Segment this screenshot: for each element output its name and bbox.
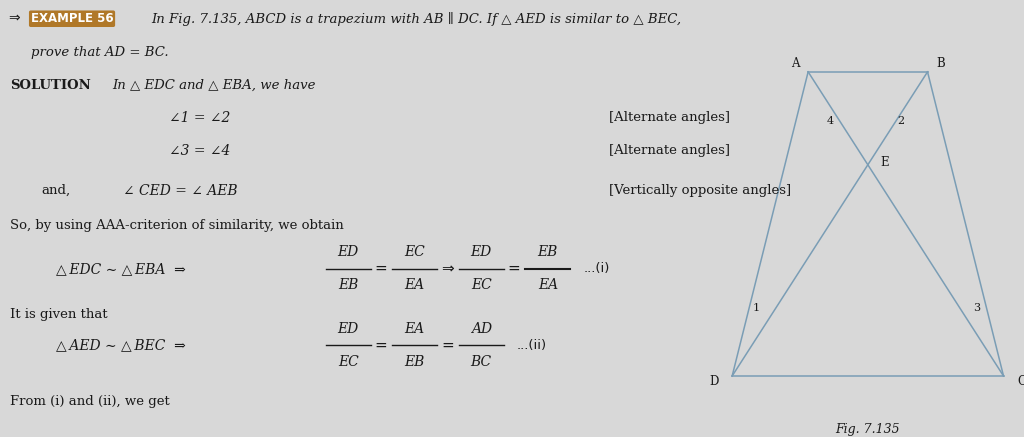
Text: EA: EA: [538, 278, 558, 292]
Text: prove that AD = BC.: prove that AD = BC.: [31, 46, 168, 59]
Text: 1: 1: [753, 302, 760, 312]
Text: ∠ CED = ∠ AEB: ∠ CED = ∠ AEB: [123, 184, 238, 198]
Text: A: A: [791, 58, 799, 70]
Text: 2: 2: [897, 116, 904, 126]
Text: [Alternate angles]: [Alternate angles]: [609, 111, 730, 125]
Text: So, by using AAA-criterion of similarity, we obtain: So, by using AAA-criterion of similarity…: [10, 218, 344, 232]
Text: EC: EC: [338, 355, 358, 369]
Text: ∠3 = ∠4: ∠3 = ∠4: [169, 144, 230, 158]
Text: △ AED ∼ △ BEC  ⇒: △ AED ∼ △ BEC ⇒: [56, 338, 186, 352]
Text: ED: ED: [471, 245, 492, 259]
Text: C: C: [1018, 375, 1024, 388]
Text: EXAMPLE 56: EXAMPLE 56: [31, 12, 114, 25]
Text: In △ EDC and △ EBA, we have: In △ EDC and △ EBA, we have: [113, 79, 316, 92]
Text: =: =: [441, 338, 454, 353]
Text: ED: ED: [338, 245, 358, 259]
Text: and,: and,: [41, 184, 70, 197]
Text: ⇒: ⇒: [8, 11, 19, 25]
Text: It is given that: It is given that: [10, 308, 108, 321]
Text: EA: EA: [404, 322, 425, 336]
Text: Fig. 7.135: Fig. 7.135: [836, 423, 900, 436]
Text: [Vertically opposite angles]: [Vertically opposite angles]: [609, 184, 792, 197]
Text: BC: BC: [471, 355, 492, 369]
Text: 4: 4: [826, 116, 834, 126]
Text: ⇒: ⇒: [441, 261, 454, 276]
Text: SOLUTION: SOLUTION: [10, 79, 91, 92]
Text: EC: EC: [404, 245, 425, 259]
Text: ...(ii): ...(ii): [517, 339, 547, 352]
Text: △ EDC ∼ △ EBA  ⇒: △ EDC ∼ △ EBA ⇒: [56, 262, 186, 276]
Text: 3: 3: [973, 302, 980, 312]
Text: ∠1 = ∠2: ∠1 = ∠2: [169, 111, 230, 125]
Text: =: =: [375, 261, 387, 276]
Text: In Fig. 7.135, ABCD is a trapezium with AB ∥ DC. If △ AED is similar to △ BEC,: In Fig. 7.135, ABCD is a trapezium with …: [152, 12, 682, 26]
Text: EB: EB: [538, 245, 558, 259]
Text: EC: EC: [471, 278, 492, 292]
Text: From (i) and (ii), we get: From (i) and (ii), we get: [10, 395, 170, 409]
Text: ED: ED: [338, 322, 358, 336]
Text: EA: EA: [404, 278, 425, 292]
Text: E: E: [880, 156, 889, 169]
Text: EB: EB: [338, 278, 358, 292]
Text: AD: AD: [471, 322, 492, 336]
Text: D: D: [709, 375, 719, 388]
Text: EB: EB: [404, 355, 425, 369]
Text: ...(i): ...(i): [584, 262, 610, 275]
Text: =: =: [375, 338, 387, 353]
Text: B: B: [937, 58, 945, 70]
Text: [Alternate angles]: [Alternate angles]: [609, 144, 730, 157]
Text: =: =: [508, 261, 520, 276]
